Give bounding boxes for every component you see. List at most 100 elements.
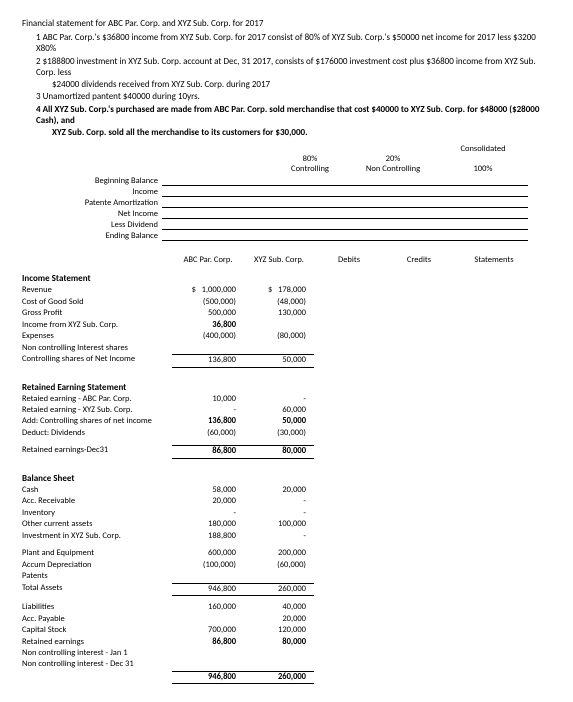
credits-value	[384, 405, 454, 416]
stmt-value	[454, 648, 534, 659]
debits-value	[314, 659, 384, 670]
note-4a: 4 All XYZ Sub. Corp.'s purchased are mad…	[36, 104, 551, 127]
row-label: Retaied earning - XYZ Sub. Corp.	[22, 405, 172, 416]
credits-value	[384, 297, 454, 308]
note-2b: $24000 dividends received from XYZ Sub. …	[52, 79, 551, 90]
blank-line	[438, 219, 528, 230]
table-row: Accum Depreciation (100,000) (60,000)	[22, 560, 551, 571]
pct-80: 80%	[272, 154, 348, 164]
row-label: Add: Controlling shares of net income	[22, 416, 172, 427]
xyz-value	[244, 320, 314, 331]
table-row: Other current assets 180,000 100,000	[22, 519, 551, 530]
table-row: Non controlling interest - Jan 1	[22, 648, 551, 659]
blank-line	[162, 219, 272, 230]
blank-line	[272, 197, 348, 208]
row-label: Retaied earning - ABC Par. Corp.	[22, 394, 172, 405]
xyz-value: 200,000	[244, 548, 314, 559]
row-label: Plant and Equipment	[22, 548, 172, 559]
table-row: Controlling shares of Net Income 136,800…	[22, 354, 551, 367]
row-label: Non controlling Interest shares	[22, 343, 172, 354]
income-title: Income Statement	[22, 273, 551, 284]
pct-100: 100%	[438, 164, 528, 174]
credits-value	[384, 354, 454, 367]
table-row: Plant and Equipment 600,000 200,000	[22, 548, 551, 559]
retained-title: Retained Earning Statement	[22, 382, 551, 393]
row-label: Non controlling interest - Jan 1	[22, 648, 172, 659]
abc-value: 10,000	[172, 394, 244, 405]
stmt-value	[454, 285, 534, 296]
blank-line	[162, 208, 272, 219]
row-label: Deduct: Dividends	[22, 428, 172, 439]
credits-value	[384, 519, 454, 530]
note-2a: 2 $188800 investment in XYZ Sub. Corp. a…	[36, 56, 551, 79]
abc-value: 58,000	[172, 485, 244, 496]
abc-value	[172, 343, 244, 354]
xyz-value	[244, 571, 314, 582]
row-label: Retained earnings	[22, 637, 172, 648]
abc-value	[172, 614, 244, 625]
credits-value	[384, 320, 454, 331]
debits-value	[314, 354, 384, 367]
stmt-value	[454, 560, 534, 571]
stmt-value	[454, 531, 534, 542]
xyz-value	[244, 659, 314, 670]
abc-value: -	[172, 508, 244, 519]
stmt-value	[454, 625, 534, 636]
stmt-value	[454, 519, 534, 530]
row-label: Controlling shares of Net Income	[22, 354, 172, 367]
xyz-value: 260,000	[244, 671, 314, 684]
stmt-value	[454, 614, 534, 625]
xyz-value: 40,000	[244, 602, 314, 613]
xyz-value: (60,000)	[244, 560, 314, 571]
xyz-value: 120,000	[244, 625, 314, 636]
abc-value: 136,800	[172, 416, 244, 427]
table-row: Retaied earning - XYZ Sub. Corp. - 60,00…	[22, 405, 551, 416]
row-label: Expenses	[22, 331, 172, 342]
blank-line	[162, 197, 272, 208]
abc-value	[172, 571, 244, 582]
stmt-value	[454, 308, 534, 319]
row-label: Non controlling interest - Dec 31	[22, 659, 172, 670]
table-row: Cost of Good Sold (500,000) (48,000)	[22, 297, 551, 308]
xyz-value: (48,000)	[244, 297, 314, 308]
xyz-value: 50,000	[244, 354, 314, 367]
consol-row-label: Patente Amortization	[22, 198, 162, 208]
xyz-value: 20,000	[244, 485, 314, 496]
row-label: Accum Depreciation	[22, 560, 172, 571]
xyz-value: (30,000)	[244, 428, 314, 439]
credits-value	[384, 428, 454, 439]
stmt-value	[454, 297, 534, 308]
table-row: Add: Controlling shares of net income 13…	[22, 416, 551, 427]
blank-line	[438, 208, 528, 219]
col-debits: Debits	[314, 255, 384, 265]
credits-value	[384, 331, 454, 342]
abc-value: 946,800	[172, 583, 244, 596]
pct-20: 20%	[348, 154, 438, 164]
blank-line	[438, 175, 528, 186]
stmt-value	[454, 571, 534, 582]
blank-line	[348, 175, 438, 186]
blank-line	[348, 186, 438, 197]
debits-value	[314, 416, 384, 427]
xyz-value: 60,000	[244, 405, 314, 416]
blank-line	[272, 208, 348, 219]
consol-row-label: Less Dividend	[22, 220, 162, 230]
xyz-value: 100,000	[244, 519, 314, 530]
noncontrolling-label: Non Controlling	[348, 164, 438, 174]
abc-value: 86,800	[172, 445, 244, 458]
stmt-value	[454, 485, 534, 496]
row-label: Inventory	[22, 508, 172, 519]
credits-value	[384, 308, 454, 319]
abc-value: 136,800	[172, 354, 244, 367]
stmt-value	[454, 508, 534, 519]
blank-line	[162, 175, 272, 186]
table-row: Capital Stock 700,000 120,000	[22, 625, 551, 636]
table-row: Patents	[22, 571, 551, 582]
credits-value	[384, 614, 454, 625]
stmt-value	[454, 496, 534, 507]
debits-value	[314, 331, 384, 342]
xyz-value: -	[244, 394, 314, 405]
consolidated-block: Consolidated 80% 20% Controlling Non Con…	[22, 144, 551, 241]
controlling-label: Controlling	[272, 164, 348, 174]
blank-line	[272, 186, 348, 197]
